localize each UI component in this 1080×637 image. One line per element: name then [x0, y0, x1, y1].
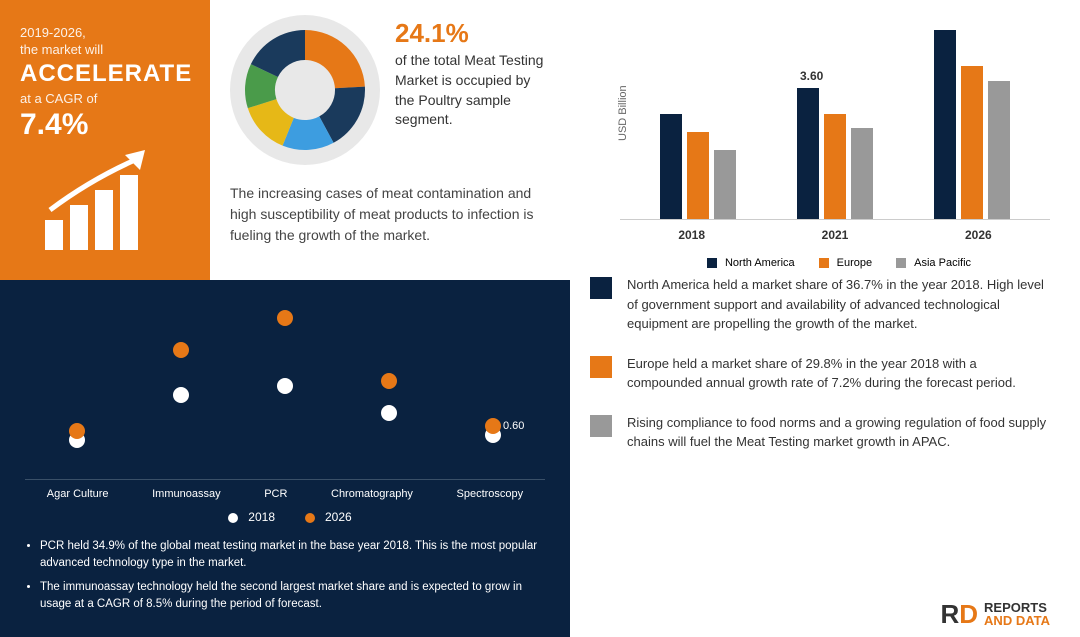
bar-chart: USD Billion 3.60 201820212026 North Amer… [620, 20, 1050, 250]
bars-area: 3.60 [620, 20, 1050, 220]
scatter-category: Chromatography [331, 488, 413, 500]
scatter-chart: 0.60 [25, 300, 545, 480]
legend-item: North America [699, 257, 795, 269]
bar-group [660, 114, 736, 219]
legend-item: Europe [811, 257, 872, 269]
scatter-bullets: PCR held 34.9% of the global meat testin… [25, 538, 545, 613]
market-paragraph: The increasing cases of meat contaminati… [230, 183, 550, 246]
scatter-dot [277, 310, 293, 326]
bullet: PCR held 34.9% of the global meat testin… [40, 538, 545, 573]
scatter-value-label: 0.60 [503, 420, 524, 432]
bar-xlabel: 2026 [965, 228, 992, 242]
scatter-category: Spectroscopy [457, 488, 524, 500]
bar [824, 114, 846, 219]
bar-xlabel: 2021 [822, 228, 849, 242]
year-range: 2019-2026, [20, 25, 190, 40]
bar [660, 114, 682, 219]
bar-group [934, 30, 1010, 219]
logo-icon: RD [940, 601, 978, 627]
note-text: North America held a market share of 36.… [627, 275, 1050, 334]
bar-value-label: 3.60 [800, 69, 823, 83]
logo-text: REPORTSAND DATA [984, 601, 1050, 627]
logo: RD REPORTSAND DATA [940, 601, 1050, 627]
bar-xlabels: 2018 2021 2026 [620, 228, 1050, 242]
bar [687, 132, 709, 219]
infographic-root: 2019-2026, the market will ACCELERATE at… [0, 0, 1080, 637]
scatter-dot [381, 405, 397, 421]
bar [961, 66, 983, 219]
cagr-label: at a CAGR of [20, 91, 190, 106]
scatter-category: PCR [264, 488, 287, 500]
growth-chart-icon [40, 150, 170, 250]
top-left-row: 2019-2026, the market will ACCELERATE at… [0, 0, 570, 280]
donut-pct: 24.1% [395, 18, 469, 48]
donut-chart [230, 15, 380, 165]
accelerate-label: ACCELERATE [20, 60, 190, 88]
bar-xlabel: 2018 [678, 228, 705, 242]
cagr-panel: 2019-2026, the market will ACCELERATE at… [0, 0, 210, 280]
bar-group [797, 88, 873, 219]
bar [714, 150, 736, 219]
scatter-dot [173, 342, 189, 358]
scatter-dot [381, 373, 397, 389]
scatter-category: Immunoassay [152, 488, 220, 500]
notes-list: North America held a market share of 36.… [590, 275, 1050, 452]
left-column: 2019-2026, the market will ACCELERATE at… [0, 0, 570, 637]
legend-item: 2018 [218, 510, 275, 524]
legend-item: 2026 [295, 510, 352, 524]
scatter-dot [69, 423, 85, 439]
donut-text: 24.1% of the total Meat Testing Market i… [395, 15, 550, 130]
bar [797, 88, 819, 219]
bar-legend: North America Europe Asia Pacific [620, 257, 1050, 269]
note-color-icon [590, 356, 612, 378]
note-text: Rising compliance to food norms and a gr… [627, 413, 1050, 452]
note-color-icon [590, 277, 612, 299]
note-item: Europe held a market share of 29.8% in t… [590, 354, 1050, 393]
note-item: North America held a market share of 36.… [590, 275, 1050, 334]
donut-panel: 24.1% of the total Meat Testing Market i… [210, 0, 570, 280]
scatter-panel: 0.60 Agar Culture Immunoassay PCR Chromatog… [0, 280, 570, 637]
scatter-legend: 2018 2026 [25, 510, 545, 524]
bullet: The immunoassay technology held the seco… [40, 579, 545, 614]
legend-item: Asia Pacific [888, 257, 971, 269]
scatter-dot [485, 418, 501, 434]
scatter-category: Agar Culture [47, 488, 109, 500]
scatter-categories: Agar Culture Immunoassay PCR Chromatography… [25, 488, 545, 500]
right-column: USD Billion 3.60 201820212026 North Amer… [570, 0, 1080, 637]
note-item: Rising compliance to food norms and a gr… [590, 413, 1050, 452]
bar [934, 30, 956, 219]
market-will: the market will [20, 42, 190, 57]
scatter-dot [277, 378, 293, 394]
bar [988, 81, 1010, 219]
bar [851, 128, 873, 219]
note-color-icon [590, 415, 612, 437]
cagr-pct: 7.4% [20, 108, 190, 142]
scatter-dot [173, 387, 189, 403]
note-text: Europe held a market share of 29.8% in t… [627, 354, 1050, 393]
donut-desc: of the total Meat Testing Market is occu… [395, 52, 543, 127]
